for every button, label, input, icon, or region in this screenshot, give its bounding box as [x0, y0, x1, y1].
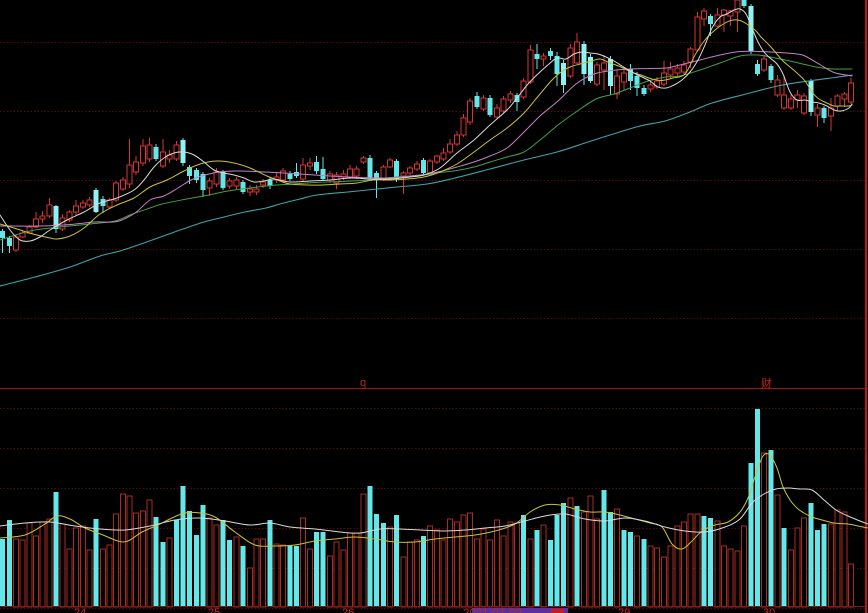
- svg-text:财: 财: [761, 376, 772, 390]
- svg-text:29: 29: [618, 607, 630, 613]
- svg-text:2021-07-02: 2021-07-02: [463, 608, 522, 613]
- svg-text:26: 26: [342, 607, 354, 613]
- svg-text:25: 25: [208, 607, 220, 613]
- svg-text:q: q: [360, 377, 366, 389]
- svg-text:30: 30: [763, 607, 775, 613]
- svg-text:24: 24: [74, 607, 86, 613]
